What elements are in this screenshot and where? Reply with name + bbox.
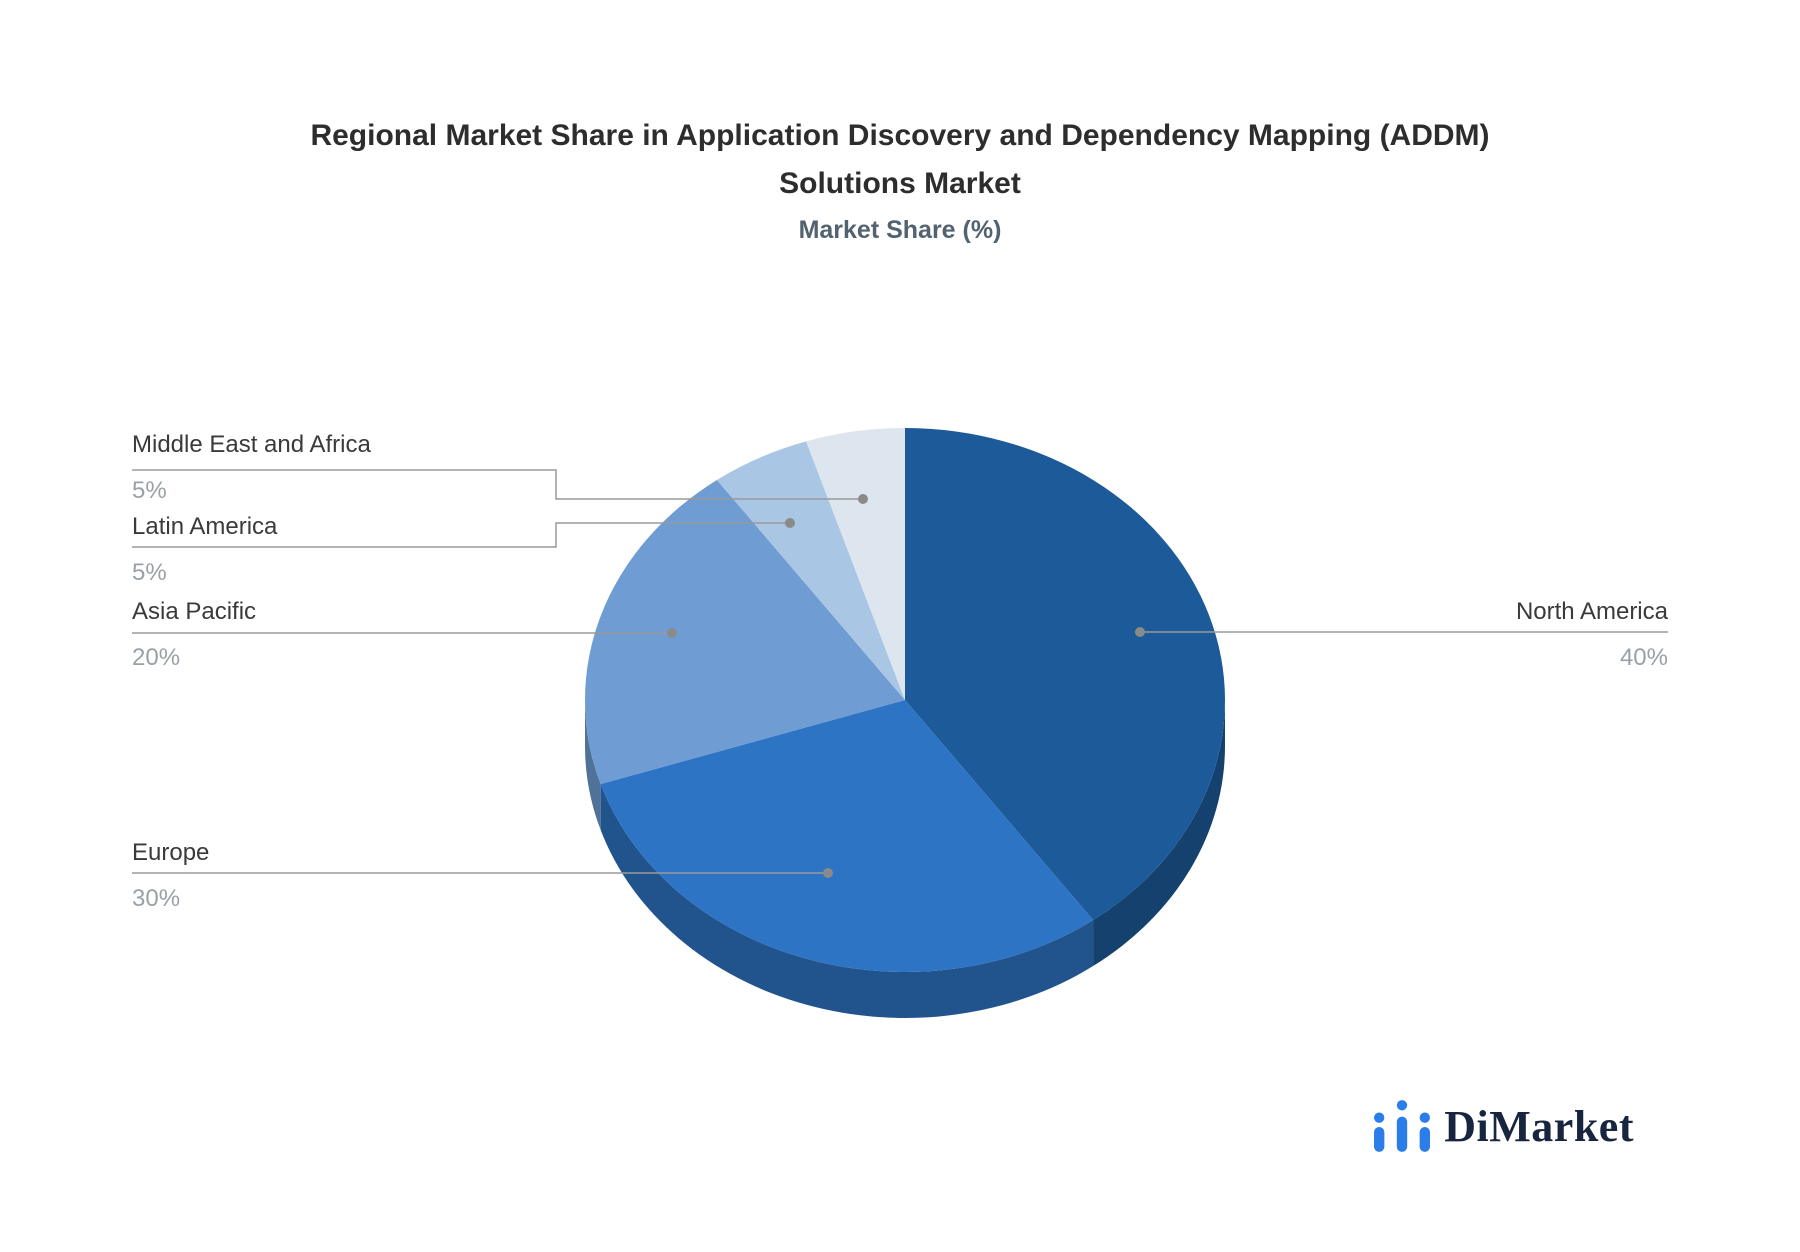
slice-label: Latin America [132, 513, 278, 540]
slice-value: 20% [132, 644, 181, 671]
slice-middle-east-and-africa [806, 428, 905, 700]
leader-dot-europe [823, 868, 833, 878]
callout-north-america: North America 40% [1516, 597, 1668, 673]
slice-value: 5% [132, 477, 167, 504]
slice-side-asia-pacific [585, 700, 601, 831]
bar-chart-icon [1374, 1100, 1431, 1152]
slice-label: Europe [132, 839, 210, 866]
slice-latin-america [716, 441, 905, 700]
chart-subtitle: Market Share (%) [798, 216, 1002, 244]
brand-logo: DiMarket [1374, 1100, 1634, 1152]
callout-middle-east-and-africa: Middle East and Africa 5% [132, 430, 371, 506]
callout-asia-pacific: Asia Pacific 20% [132, 597, 256, 673]
leader-dot-middle-east-and-africa [858, 494, 868, 504]
slice-asia-pacific [585, 479, 905, 785]
slice-side-europe [600, 784, 1094, 1019]
slice-label: North America [1515, 598, 1668, 625]
slice-value: 5% [132, 559, 167, 586]
callout-latin-america: Latin America 5% [132, 512, 277, 588]
leader-dot-north-america [1135, 627, 1145, 637]
slice-value: 40% [1619, 644, 1668, 671]
leader-dot-latin-america [785, 518, 795, 528]
slice-europe [600, 700, 1094, 972]
chart-title: Regional Market Share in Application Dis… [0, 112, 1800, 208]
callout-europe: Europe 30% [132, 838, 209, 914]
leader-dot-asia-pacific [667, 628, 677, 638]
slice-side-north-america [1093, 700, 1225, 967]
slice-label: Middle East and Africa [132, 431, 371, 458]
brand-logo-text: DiMarket [1444, 1101, 1634, 1151]
chart-title-text: Regional Market Share in Application Dis… [310, 119, 1490, 200]
slice-label: Asia Pacific [132, 598, 257, 625]
slice-north-america [905, 428, 1226, 921]
slice-value: 30% [132, 885, 181, 912]
